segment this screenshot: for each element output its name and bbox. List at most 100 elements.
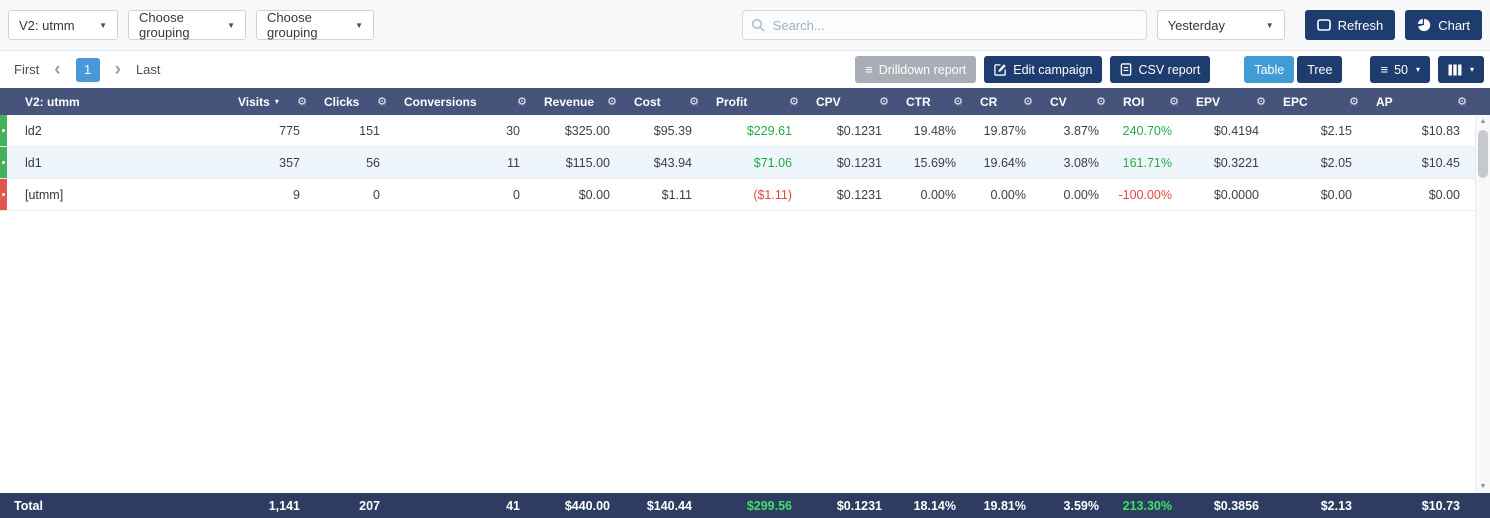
search-box [741, 10, 1147, 40]
campaign-select-value: V2: utmm [19, 17, 75, 33]
campaign-select[interactable]: V2: utmm ▼ [8, 10, 118, 40]
pagination-first[interactable]: First [14, 62, 40, 77]
column-settings-icon[interactable]: ⚙ [789, 96, 799, 108]
cell-roi: 161.71% [1122, 155, 1172, 170]
chevron-left-icon[interactable]: ‹ [54, 59, 61, 80]
column-label: CTR [906, 94, 931, 109]
rows-per-page-value: 50 [1394, 62, 1408, 77]
cell-visits: 775 [279, 123, 300, 138]
caret-down-icon: ▼ [99, 20, 107, 30]
row-name-cell: ld2 [0, 115, 230, 146]
search-input[interactable] [741, 10, 1147, 40]
column-header-ap[interactable]: AP ⚙ [1368, 88, 1476, 115]
caret-down-icon: ▼ [355, 20, 363, 30]
total-revenue: $440.00 [564, 498, 610, 513]
column-settings-icon[interactable]: ⚙ [1169, 96, 1179, 108]
grouping-select-2[interactable]: Choose grouping ▼ [256, 10, 374, 40]
subtoolbar: First ‹ 1 › Last ≡ Drilldown report Edit… [0, 51, 1490, 88]
status-indicator-green [0, 147, 7, 178]
column-settings-button[interactable]: ▾ [1437, 56, 1484, 83]
grouping-select-1-value: Choose grouping [139, 10, 190, 40]
list-icon: ≡ [1380, 62, 1389, 77]
column-settings-icon[interactable]: ⚙ [377, 96, 387, 108]
total-bar: Total 1,141 207 41 $440.00 $140.44 $299.56 $0.… [0, 493, 1490, 518]
chart-button[interactable]: Chart [1405, 10, 1482, 40]
column-header-name[interactable]: V2: utmm [0, 88, 230, 115]
column-header-cr[interactable]: CR ⚙ [972, 88, 1042, 115]
drilldown-report-label: Drilldown report [878, 62, 967, 77]
column-settings-icon[interactable]: ⚙ [879, 96, 889, 108]
pagination-last[interactable]: Last [135, 62, 161, 77]
grouping-select-1[interactable]: Choose grouping ▼ [128, 10, 246, 40]
column-header-cv[interactable]: CV ⚙ [1042, 88, 1115, 115]
cell-ap: $0.00 [1428, 187, 1460, 202]
csv-report-label: CSV report [1138, 62, 1201, 77]
column-settings-icon[interactable]: ⚙ [1023, 96, 1033, 108]
scroll-up-arrow[interactable]: ▲ [1479, 118, 1487, 125]
rows-per-page-select[interactable]: ≡ 50 ▾ [1370, 56, 1430, 83]
toolbar: V2: utmm ▼ Choose grouping ▼ Choose grou… [0, 0, 1490, 51]
cell-epv: $0.3221 [1213, 155, 1259, 170]
column-settings-icon[interactable]: ⚙ [689, 96, 699, 108]
tree-view-button[interactable]: Tree [1297, 56, 1343, 83]
column-label: Conversions [404, 94, 477, 109]
cell-profit: ($1.11) [753, 187, 792, 202]
column-header-clicks[interactable]: Clicks ⚙ [316, 88, 396, 115]
column-settings-icon[interactable]: ⚙ [517, 96, 527, 108]
drilldown-report-button[interactable]: ≡ Drilldown report [855, 56, 977, 83]
column-header-conversions[interactable]: Conversions ⚙ [396, 88, 536, 115]
column-settings-icon[interactable]: ⚙ [953, 96, 963, 108]
column-header-epv[interactable]: EPV ⚙ [1188, 88, 1275, 115]
cell-clicks: 0 [373, 187, 380, 202]
pagination-current-page[interactable]: 1 [75, 57, 100, 82]
column-header-cost[interactable]: Cost ⚙ [626, 88, 708, 115]
view-toggle: Table Tree [1244, 56, 1343, 83]
column-header-cpv[interactable]: CPV ⚙ [808, 88, 898, 115]
scrollbar-thumb[interactable] [1478, 130, 1488, 178]
column-settings-icon[interactable]: ⚙ [297, 96, 307, 108]
column-header-revenue[interactable]: Revenue ⚙ [536, 88, 626, 115]
cell-cost: $1.11 [661, 187, 692, 202]
column-settings-icon[interactable]: ⚙ [607, 96, 617, 108]
cell-cost: $43.94 [653, 155, 692, 170]
column-settings-icon[interactable]: ⚙ [1096, 96, 1106, 108]
total-label: Total [14, 498, 43, 513]
column-label: Revenue [544, 94, 595, 109]
cell-epc: $2.15 [1320, 123, 1352, 138]
cell-cr: 0.00% [990, 187, 1026, 202]
column-header-roi[interactable]: ROI ⚙ [1115, 88, 1188, 115]
caret-down-icon: ▾ [1469, 65, 1474, 74]
cell-ap: $10.83 [1421, 123, 1460, 138]
refresh-button[interactable]: Refresh [1304, 10, 1396, 40]
table-row[interactable]: [utmm] 9 0 0 $0.00 $1.11 ($1.11) $0.1231 0.00% 0.… [0, 179, 1476, 211]
table-row[interactable]: ld2 775 151 30 $325.00 $95.39 $229.61 $0.1231 19… [0, 115, 1476, 147]
cell-cr: 19.64% [983, 155, 1026, 170]
csv-report-button[interactable]: CSV report [1110, 56, 1211, 83]
total-ap: $10.73 [1421, 498, 1460, 513]
refresh-icon [1316, 19, 1331, 31]
column-header-epc[interactable]: EPC ⚙ [1275, 88, 1368, 115]
search-icon [751, 18, 765, 32]
sort-desc-icon: ▾ [274, 97, 279, 106]
column-label: AP [1376, 94, 1393, 109]
cell-cpv: $0.1231 [836, 187, 882, 202]
table-view-button[interactable]: Table [1244, 56, 1295, 83]
date-range-select[interactable]: Yesterday ▼ [1156, 10, 1285, 40]
column-header-visits[interactable]: Visits ▾ ⚙ [230, 88, 316, 115]
column-label: EPV [1196, 94, 1221, 109]
column-settings-icon[interactable]: ⚙ [1457, 96, 1467, 108]
total-cpv: $0.1231 [836, 498, 882, 513]
report-actions: ≡ Drilldown report Edit campaign CSV rep… [855, 56, 1484, 83]
vertical-scrollbar[interactable]: ▲ ▼ [1475, 115, 1490, 493]
status-indicator-green [0, 115, 7, 146]
edit-campaign-button[interactable]: Edit campaign [984, 56, 1103, 83]
column-header-profit[interactable]: Profit ⚙ [708, 88, 808, 115]
table-row[interactable]: ld1 357 56 11 $115.00 $43.94 $71.06 $0.1231 15.6… [0, 147, 1476, 179]
column-header-ctr[interactable]: CTR ⚙ [898, 88, 972, 115]
chevron-right-icon[interactable]: › [114, 59, 121, 80]
column-settings-icon[interactable]: ⚙ [1349, 96, 1359, 108]
total-roi: 213.30% [1122, 498, 1172, 513]
column-settings-icon[interactable]: ⚙ [1256, 96, 1266, 108]
scroll-down-arrow[interactable]: ▼ [1479, 483, 1487, 490]
cell-conversions: 0 [513, 187, 520, 202]
